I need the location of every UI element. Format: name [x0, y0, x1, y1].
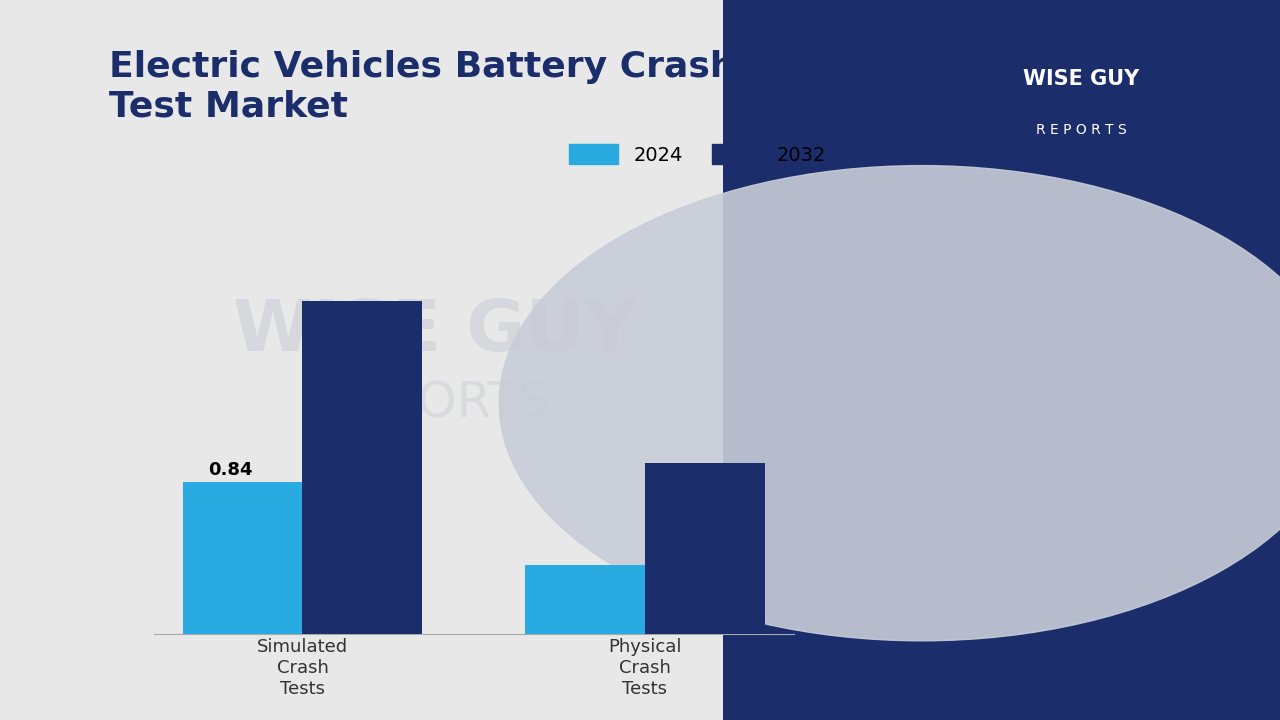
FancyBboxPatch shape	[723, 0, 1280, 720]
Text: R E P O R T S: R E P O R T S	[1037, 122, 1126, 137]
Text: 0.84: 0.84	[207, 462, 252, 480]
Bar	[645, 462, 764, 634]
Text: WISE GUY: WISE GUY	[233, 297, 637, 366]
Bar	[302, 301, 422, 634]
Text: Electric Vehicles Battery Crash
Test Market: Electric Vehicles Battery Crash Test Mar…	[109, 50, 736, 124]
Text: WISE GUY: WISE GUY	[1024, 69, 1139, 89]
Bar	[183, 482, 302, 634]
Legend: 2024, 2032: 2024, 2032	[562, 137, 833, 173]
Text: REPORTS: REPORTS	[321, 379, 549, 427]
Circle shape	[499, 166, 1280, 641]
Bar	[525, 565, 645, 634]
